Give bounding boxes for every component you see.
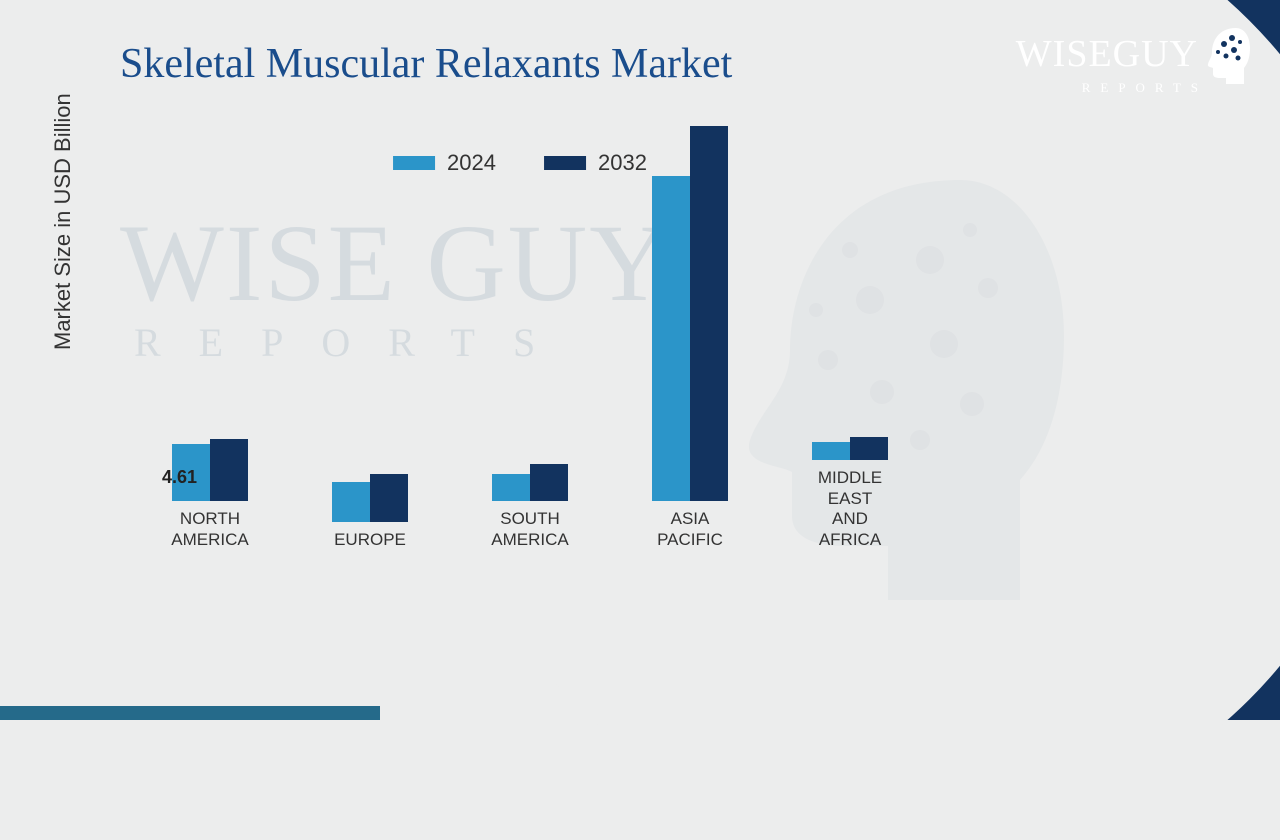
y-axis-label: Market Size in USD Billion [50,93,76,350]
bar-2032-sa [530,464,568,502]
category-label-na: NORTHAMERICA [150,509,270,550]
category-label-eu: EUROPE [310,530,430,550]
bars-ap [630,101,750,501]
bar-group-ap: ASIAPACIFIC [630,101,750,550]
bar-2024-mea [812,442,850,461]
bar-2032-mea [850,437,888,461]
bar-2024-eu [332,482,370,522]
bars-mea [790,60,910,460]
category-label-mea: MIDDLEEASTANDAFRICA [790,468,910,550]
chart-title: Skeletal Muscular Relaxants Market [120,40,732,88]
bar-group-mea: MIDDLEEASTANDAFRICA [790,60,910,550]
category-label-sa: SOUTHAMERICA [470,509,590,550]
plot-area: NORTHAMERICA 4.61 EUROPE SOUTHAMERICA ASIAPA… [130,150,960,550]
category-label-ap: ASIAPACIFIC [630,509,750,550]
bars-na [150,101,270,501]
bar-2032-ap [690,126,728,501]
bar-2032-na [210,439,248,502]
footer-bar [0,706,380,720]
right-brand-panel [960,0,1280,720]
data-label-na: 4.61 [162,467,197,488]
bar-2024-sa [492,474,530,502]
brand-logo: WISEGUY REPORTS [1016,24,1252,96]
bars-eu [310,122,430,522]
bar-group-eu: EUROPE [310,122,430,550]
head-icon [1204,24,1252,84]
bar-2024-ap [652,176,690,501]
bars-sa [470,101,590,501]
chart-area: Market Size in USD Billion 2024 2032 NOR… [70,150,970,670]
brand-name: WISEGUY [1016,32,1198,76]
bar-2032-eu [370,474,408,522]
bar-group-sa: SOUTHAMERICA [470,101,590,550]
